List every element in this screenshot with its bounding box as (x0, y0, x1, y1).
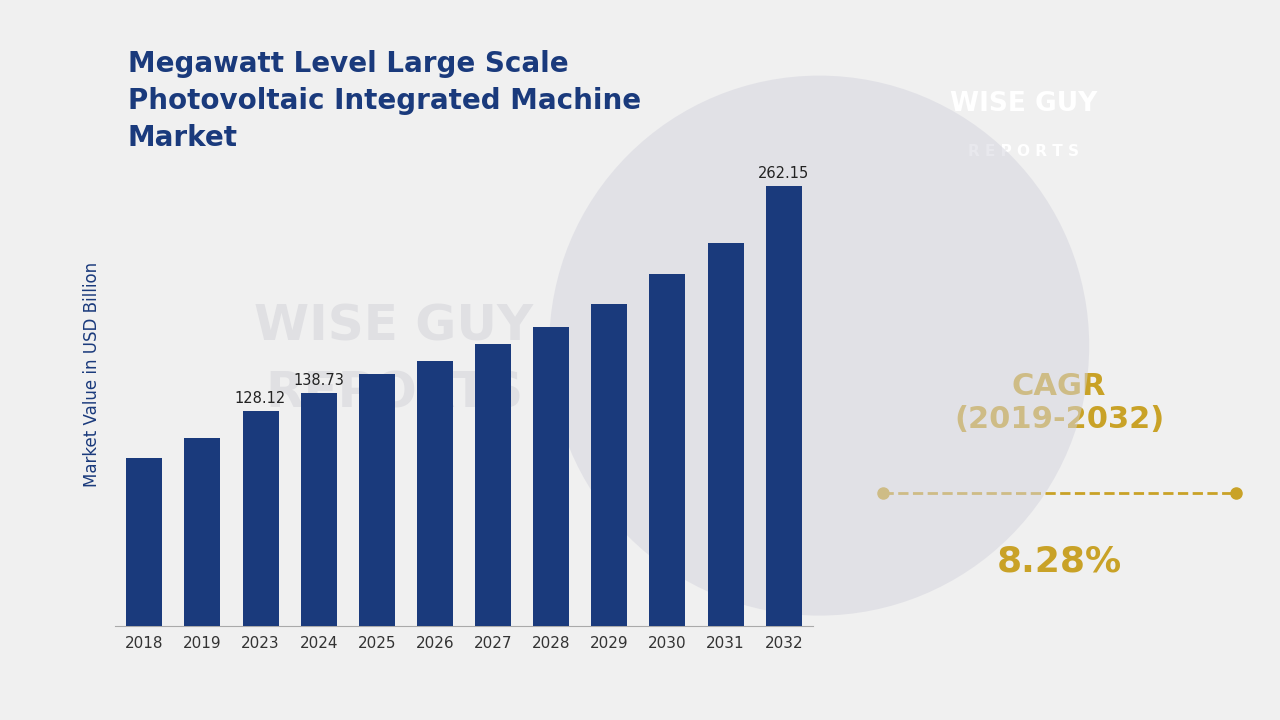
Text: CAGR
(2019-2032): CAGR (2019-2032) (954, 372, 1165, 434)
Bar (708, 243, 744, 626)
Text: 128.12: 128.12 (236, 391, 287, 406)
Text: WISE GUY
REPORTS: WISE GUY REPORTS (255, 302, 534, 418)
Bar (649, 274, 686, 626)
Bar (184, 438, 220, 626)
Bar (475, 344, 511, 626)
Bar (301, 393, 337, 626)
Ellipse shape (549, 76, 1089, 616)
Bar (765, 186, 801, 626)
Text: 262.15: 262.15 (758, 166, 809, 181)
Bar (358, 374, 394, 626)
Bar (591, 304, 627, 626)
Bar (127, 459, 163, 626)
Text: 8.28%: 8.28% (997, 544, 1121, 579)
Bar (242, 411, 279, 626)
Text: R E P O R T S: R E P O R T S (969, 144, 1079, 158)
Text: 138.73: 138.73 (293, 373, 344, 388)
Y-axis label: Market Value in USD Billion: Market Value in USD Billion (83, 262, 101, 487)
Bar (417, 361, 453, 626)
Text: Megawatt Level Large Scale
Photovoltaic Integrated Machine
Market: Megawatt Level Large Scale Photovoltaic … (128, 50, 641, 152)
Bar (534, 328, 570, 626)
Text: WISE GUY: WISE GUY (950, 91, 1097, 117)
